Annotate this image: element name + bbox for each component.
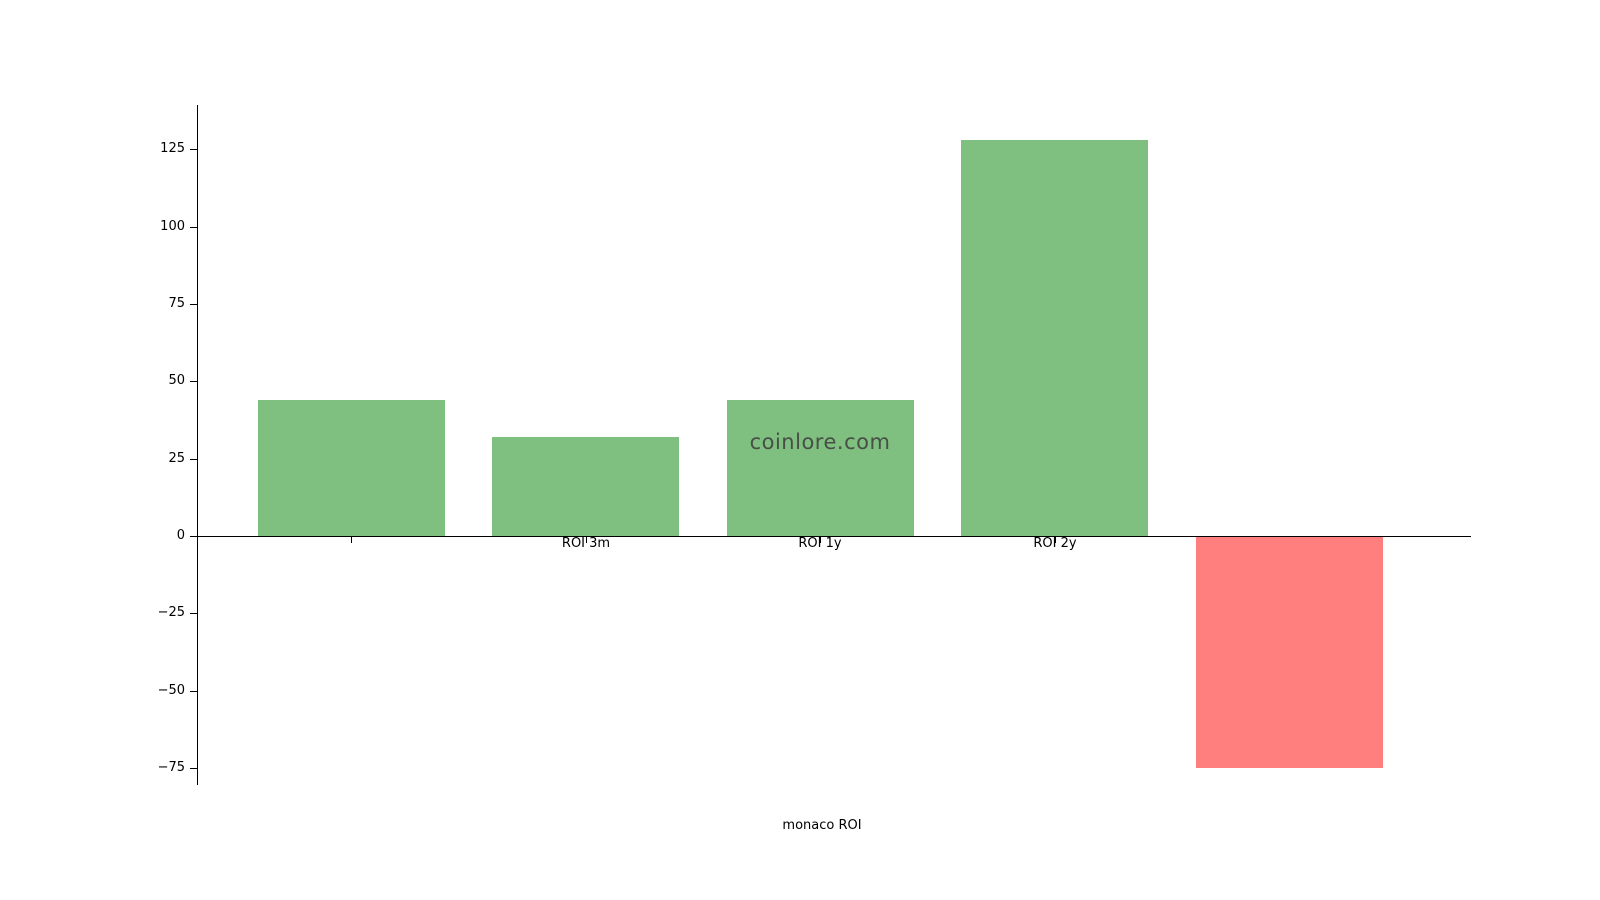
- bar-roi-1y: [727, 400, 914, 536]
- x-tick-label: ROI 3m: [561, 536, 611, 551]
- y-tick-label: 0: [176, 528, 185, 543]
- bar-roi-2y: [961, 140, 1148, 536]
- y-tick-label: 25: [168, 451, 185, 466]
- y-tick-mark: [190, 149, 197, 150]
- x-tick-mark: [351, 536, 352, 543]
- y-tick-mark: [190, 691, 197, 692]
- y-tick-label: 50: [168, 373, 185, 388]
- y-tick-label: 100: [160, 219, 185, 234]
- y-tick-mark: [190, 536, 197, 537]
- y-tick-label: −50: [157, 683, 185, 698]
- x-tick-mark: [1055, 536, 1056, 543]
- y-tick-mark: [190, 768, 197, 769]
- y-tick-mark: [190, 381, 197, 382]
- bar-roi-3m: [492, 437, 679, 536]
- y-tick-mark: [190, 304, 197, 305]
- x-tick-label: ROI 1y: [798, 536, 842, 551]
- x-axis-title: monaco ROI: [782, 818, 862, 833]
- x-tick-mark: [820, 536, 821, 543]
- y-tick-label: 75: [168, 296, 185, 311]
- y-tick-label: −25: [157, 605, 185, 620]
- watermark-text: coinlore.com: [749, 430, 891, 454]
- y-tick-label: −75: [157, 760, 185, 775]
- bar-category-5: [1196, 536, 1383, 768]
- y-tick-label: 125: [160, 141, 185, 156]
- y-axis-spine: [197, 105, 198, 785]
- y-tick-mark: [190, 459, 197, 460]
- x-tick-mark: [586, 536, 587, 543]
- y-tick-mark: [190, 613, 197, 614]
- x-axis-zero-line: [197, 536, 1471, 537]
- x-tick-label: ROI 2y: [1033, 536, 1077, 551]
- bar-category-1: [258, 400, 445, 536]
- y-tick-mark: [190, 227, 197, 228]
